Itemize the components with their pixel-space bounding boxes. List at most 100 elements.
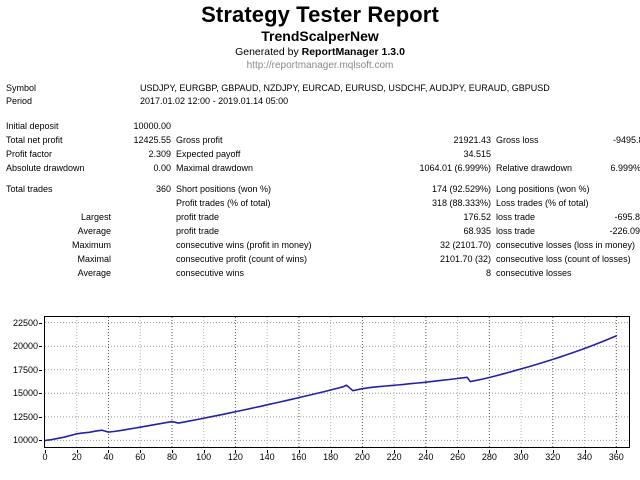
chart-y-tick-label: 20000 xyxy=(12,341,38,352)
chart-x-tick-mark xyxy=(457,450,459,453)
chart-x-tick-mark xyxy=(394,450,396,453)
stat-label-primary: Average xyxy=(77,268,111,278)
chart-y-tick-mark xyxy=(39,322,42,324)
chart-x-tick-label: 60 xyxy=(135,452,146,462)
chart-x-tick-label: 360 xyxy=(608,452,624,462)
stat-row: Initial deposit 10000.00 xyxy=(6,119,636,133)
stat-value-primary xyxy=(113,266,176,280)
chart-x-tick-label: 180 xyxy=(323,452,339,462)
chart-x-tick-mark xyxy=(108,450,110,453)
chart-x-tick-mark xyxy=(552,450,554,453)
chart-x-tick-label: 200 xyxy=(354,452,370,462)
chart-x-tick-label: 80 xyxy=(166,452,177,462)
chart-x-tick-label: 0 xyxy=(42,452,48,462)
chart-x-tick-label: 260 xyxy=(450,452,466,462)
stat-label-tertiary: Relative drawdown xyxy=(496,163,573,173)
chart-x-tick-label: 120 xyxy=(227,452,243,462)
report-info-table: Symbol USDJPY, EURGBP, GBPAUD, NZDJPY, E… xyxy=(0,82,640,108)
statistics-table: Initial deposit 10000.00 Total net profit 1… xyxy=(0,119,640,280)
stat-label-tertiary: loss trade xyxy=(496,212,536,222)
stat-row: Profit trades (% of total) 318 (88.333%) L… xyxy=(6,196,636,210)
stat-label-tertiary xyxy=(496,147,526,161)
chart-x-tick-label: 280 xyxy=(481,452,497,462)
stat-label-secondary: consecutive wins xyxy=(176,268,245,278)
info-value-symbol: USDJPY, EURGBP, GBPAUD, NZDJPY, EURCAD, … xyxy=(140,83,550,93)
stat-value-tertiary: -695.86 xyxy=(614,212,640,222)
stat-row: Absolute drawdown 0.00 Maximal drawdown 106… xyxy=(6,161,640,175)
chart-y-tick-mark xyxy=(39,440,42,442)
chart-y-tick-mark xyxy=(39,416,42,418)
stat-label-tertiary: consecutive loss (count of losses) xyxy=(496,254,631,264)
chart-x-tick-mark xyxy=(489,450,491,453)
stat-label-tertiary: Loss trades (% of total) xyxy=(496,198,589,208)
chart-plot-area xyxy=(44,316,630,448)
stat-label-tertiary xyxy=(496,119,526,133)
stat-value-primary xyxy=(113,224,176,238)
stat-row: Maximal consecutive profit (count of wins… xyxy=(6,252,636,266)
chart-x-tick-mark xyxy=(521,450,523,453)
generated-by-line: Generated by ReportManager 1.3.0 xyxy=(0,45,640,59)
info-label-symbol: Symbol xyxy=(6,83,37,93)
stat-label-tertiary: consecutive losses xyxy=(496,268,572,278)
stat-value-primary: 360 xyxy=(155,184,171,194)
stat-value-secondary: 318 (88.333%) xyxy=(431,198,491,208)
stat-value-primary: 0.00 xyxy=(153,163,171,173)
chart-y-tick-label: 10000 xyxy=(12,435,38,446)
chart-x-tick-label: 300 xyxy=(513,452,529,462)
chart-x-tick-label: 340 xyxy=(577,452,593,462)
chart-y-tick-mark xyxy=(39,393,42,395)
stat-value-secondary: 21921.43 xyxy=(453,135,491,145)
stat-label-primary: Maximum xyxy=(71,240,111,250)
stat-value-tertiary: -9495.88 xyxy=(612,135,640,145)
chart-x-tick-mark xyxy=(584,450,586,453)
stat-label-primary: Largest xyxy=(80,212,111,222)
stat-value-secondary: 2101.70 (32) xyxy=(439,254,491,264)
chart-x-tick-mark xyxy=(203,450,205,453)
stat-value-secondary: 34.515 xyxy=(463,149,491,159)
chart-x-tick-mark xyxy=(362,450,364,453)
stat-label-primary: Profit factor xyxy=(6,149,53,159)
stat-label-secondary: consecutive profit (count of wins) xyxy=(176,254,308,264)
chart-y-tick-label: 22500 xyxy=(12,317,38,328)
stat-row: Total trades 360 Short positions (won %) 17… xyxy=(6,182,636,196)
stat-value-tertiary: -226.092 xyxy=(609,226,640,236)
stat-label-primary: Average xyxy=(77,226,111,236)
stat-value-primary xyxy=(113,238,176,252)
balance-chart: 10000 12500 15000 17500 20000 22500 0 20 40 60 80… xyxy=(6,316,634,476)
stat-value-secondary: 1064.01 (6.999%) xyxy=(419,163,491,173)
stat-label-tertiary: Long positions (won %) xyxy=(496,184,590,194)
generator-app-name: ReportManager 1.3.0 xyxy=(301,46,405,58)
chart-x-tick-label: 100 xyxy=(196,452,212,462)
stat-row: Total net profit 12425.55 Gross profit 2192… xyxy=(6,133,640,147)
stat-label-secondary: Gross profit xyxy=(176,135,223,145)
chart-svg xyxy=(45,317,629,447)
info-label-period: Period xyxy=(6,96,33,106)
chart-x-tick-mark xyxy=(330,450,332,453)
stat-row: Largest profit trade 176.52 loss trade -695.… xyxy=(6,210,640,224)
stat-value-tertiary xyxy=(526,147,636,161)
stat-value-secondary: 176.52 xyxy=(463,212,491,222)
stat-label-secondary: profit trade xyxy=(176,226,220,236)
chart-x-tick-mark xyxy=(140,450,142,453)
stat-row: Maximum consecutive wins (profit in money… xyxy=(6,238,636,252)
stat-row: Profit factor 2.309 Expected payoff 34.515 xyxy=(6,147,636,161)
chart-y-tick-mark xyxy=(39,346,42,348)
page-title: Strategy Tester Report xyxy=(201,2,439,27)
info-row-symbol: Symbol USDJPY, EURGBP, GBPAUD, NZDJPY, E… xyxy=(6,82,640,95)
chart-x-tick-label: 140 xyxy=(259,452,275,462)
stat-label-secondary xyxy=(176,119,401,133)
stat-label-tertiary: loss trade xyxy=(496,226,536,236)
chart-x-tick-mark xyxy=(267,450,269,453)
stat-label-primary: Absolute drawdown xyxy=(6,163,85,173)
chart-x-tick-mark xyxy=(616,450,618,453)
chart-y-tick-label: 17500 xyxy=(12,364,38,375)
stat-value-secondary xyxy=(401,119,496,133)
stat-value-secondary: 32 (2101.70) xyxy=(439,240,491,250)
chart-y-axis: 10000 12500 15000 17500 20000 22500 xyxy=(6,316,42,448)
stat-value-secondary: 68.935 xyxy=(463,226,491,236)
stat-value-tertiary: 186 (84.409%) xyxy=(590,182,640,196)
stat-value-tertiary: 3 (-453.52) xyxy=(635,238,640,252)
chart-x-tick-label: 220 xyxy=(386,452,402,462)
stat-label-primary: Total trades xyxy=(6,184,53,194)
